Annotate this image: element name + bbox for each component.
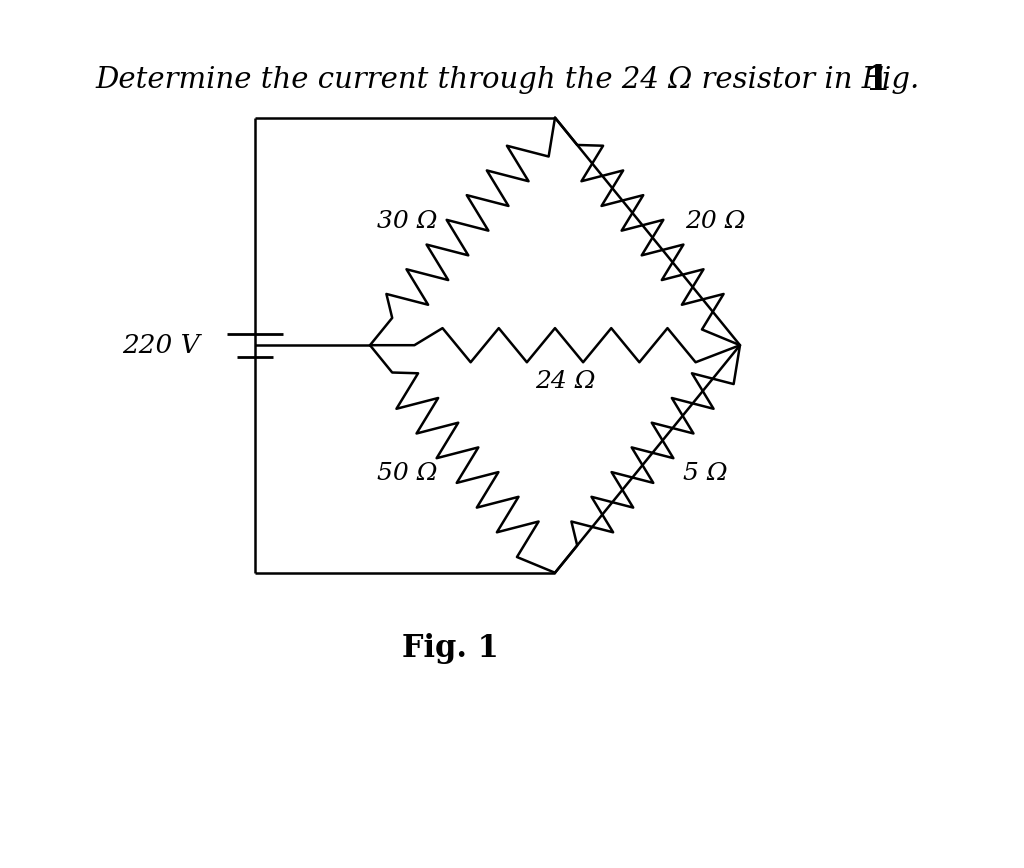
- Text: 24 Ω: 24 Ω: [535, 370, 595, 392]
- Text: 30 Ω: 30 Ω: [377, 210, 437, 233]
- Text: 20 Ω: 20 Ω: [685, 210, 745, 233]
- Text: 50 Ω: 50 Ω: [377, 462, 437, 484]
- Text: 5 Ω: 5 Ω: [683, 462, 728, 484]
- Text: Determine the current through the 24 Ω resistor in Fig.: Determine the current through the 24 Ω r…: [95, 66, 929, 94]
- Text: 220 V: 220 V: [123, 332, 200, 358]
- Text: 1: 1: [865, 62, 890, 96]
- Text: Fig. 1: Fig. 1: [401, 633, 499, 664]
